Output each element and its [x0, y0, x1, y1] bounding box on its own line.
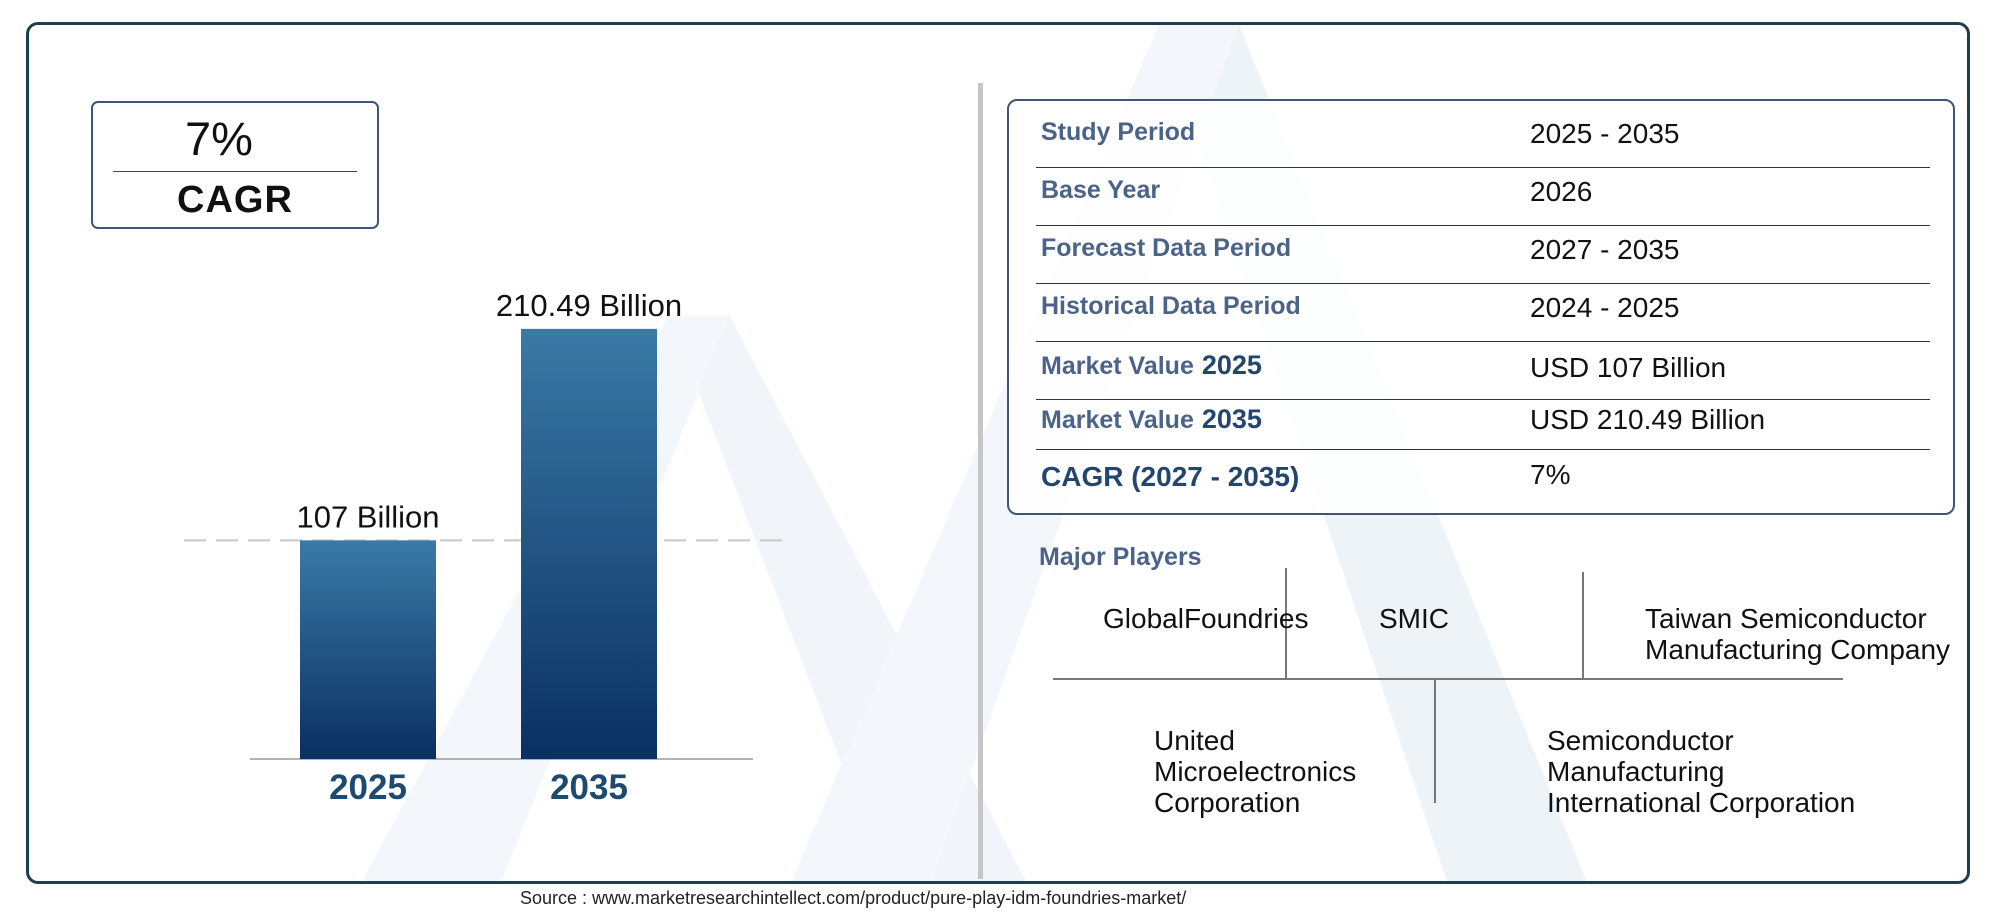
bar-chart: 107 Billion 210.49 Billion 2025 2035 [184, 288, 791, 807]
summary-key: Market Value 2035 [1041, 404, 1262, 435]
report-summary-table: Study Period 2025 - 2035 Base Year 2026 … [1007, 99, 1955, 515]
summary-key: Historical Data Period [1041, 292, 1301, 320]
player-globalfoundries: GlobalFoundries [1103, 603, 1309, 634]
bar-2025 [300, 540, 436, 759]
infographic-frame: 107 Billion 210.49 Billion 2025 2035 7% … [26, 22, 1970, 884]
summary-value: 2025 - 2035 [1530, 118, 1680, 149]
summary-row-forecast-period: Forecast Data Period 2027 - 2035 [1036, 225, 1930, 284]
player-smic-full: Semiconductor Manufacturing Internationa… [1547, 725, 1856, 818]
cagr-badge-label: CAGR [177, 179, 293, 221]
summary-row-study-period: Study Period 2025 - 2035 [1036, 109, 1930, 168]
summary-value: USD 107 Billion [1530, 352, 1727, 383]
players-divider [1582, 572, 1584, 678]
player-smic: SMIC [1379, 603, 1449, 634]
summary-key: CAGR (2027 - 2035) [1041, 461, 1300, 492]
summary-value: 2024 - 2025 [1530, 292, 1680, 323]
summary-key-text: Market Value [1041, 406, 1194, 434]
players-divider [1053, 678, 1843, 680]
summary-key-year: 2025 [1201, 350, 1262, 380]
major-players-title: Major Players [1039, 543, 1202, 571]
players-divider [1285, 568, 1287, 678]
category-label-2025: 2025 [329, 768, 407, 807]
summary-value: 2026 [1530, 176, 1593, 207]
summary-key-text: Market Value [1041, 352, 1194, 380]
data-label-2025: 107 Billion [296, 499, 439, 534]
cagr-badge-value: 7% [185, 112, 253, 165]
summary-row-market-value-2035: Market Value 2035 USD 210.49 Billion [1036, 399, 1930, 450]
player-umc: United Microelectronics Corporation [1154, 725, 1357, 818]
cagr-badge: 7% CAGR [91, 101, 379, 229]
summary-key-year: 2035 [1201, 404, 1262, 434]
summary-key: Study Period [1041, 118, 1196, 146]
summary-key: Forecast Data Period [1041, 234, 1292, 262]
summary-value: 2027 - 2035 [1530, 234, 1680, 265]
summary-value: 7% [1530, 459, 1571, 490]
section-divider [978, 83, 983, 879]
players-divider [1434, 679, 1436, 803]
player-tsmc: Taiwan Semiconductor Manufacturing Compa… [1645, 603, 1951, 665]
summary-row-base-year: Base Year 2026 [1036, 167, 1930, 226]
cagr-badge-divider [113, 171, 357, 172]
bar-2035 [521, 328, 657, 759]
summary-key: Market Value 2025 [1041, 350, 1262, 381]
category-label-2035: 2035 [550, 768, 628, 807]
source-footnote: Source : www.marketresearchintellect.com… [520, 888, 1187, 908]
summary-key: Base Year [1041, 176, 1161, 204]
summary-row-cagr: CAGR (2027 - 2035) 7% [1036, 449, 1930, 507]
summary-row-historical-period: Historical Data Period 2024 - 2025 [1036, 283, 1930, 342]
summary-row-market-value-2025: Market Value 2025 USD 107 Billion [1036, 341, 1930, 400]
summary-value: USD 210.49 Billion [1530, 404, 1766, 435]
data-label-2035: 210.49 Billion [496, 288, 682, 323]
